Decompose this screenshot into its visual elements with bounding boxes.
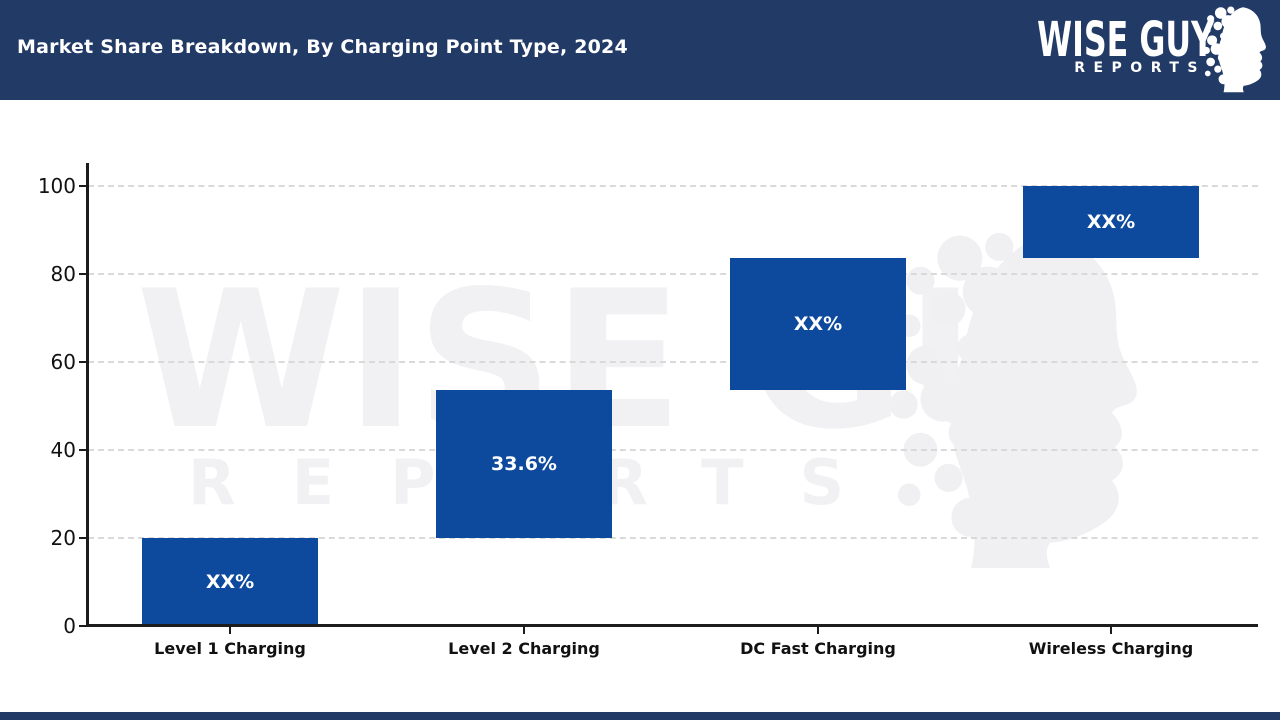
page-title: Market Share Breakdown, By Charging Poin…	[17, 36, 628, 58]
bar-value-label: XX%	[205, 571, 255, 593]
x-category-label: Level 1 Charging	[154, 639, 306, 658]
x-axis-line	[86, 624, 1258, 627]
x-category-label: Wireless Charging	[1028, 639, 1194, 658]
y-tick-label: 60	[50, 350, 76, 374]
brand-subtitle: REPORTS	[1074, 60, 1206, 76]
x-tick-mark	[1110, 627, 1112, 634]
x-tick-mark	[229, 627, 231, 634]
watermark-head-icon	[889, 232, 1137, 568]
x-tick-mark	[817, 627, 819, 634]
bar-4: XX%	[1023, 186, 1199, 259]
x-category-label: DC Fast Charging	[740, 639, 896, 658]
gridline	[88, 537, 1258, 539]
bar-1: XX%	[142, 538, 318, 626]
y-tick-mark	[79, 537, 88, 539]
y-tick-mark	[79, 361, 88, 363]
gridline	[88, 273, 1258, 275]
y-tick-mark	[79, 449, 88, 451]
header-band: Market Share Breakdown, By Charging Poin…	[0, 0, 1280, 100]
bar-value-label: 33.6%	[491, 453, 557, 476]
y-tick-mark	[79, 273, 88, 275]
bar-value-label: XX%	[1086, 211, 1136, 234]
y-tick-label: 20	[50, 526, 76, 550]
gridline	[88, 361, 1258, 363]
bar-value-label: XX%	[793, 313, 843, 336]
x-category-label: Level 2 Charging	[448, 639, 600, 658]
y-tick-label: 100	[37, 174, 76, 198]
y-axis-line	[86, 163, 89, 627]
footer-band	[0, 712, 1280, 720]
y-tick-label: 40	[50, 438, 76, 462]
x-tick-mark	[523, 627, 525, 634]
y-tick-label: 80	[50, 262, 76, 286]
gridline	[88, 185, 1258, 187]
brand-wordmark: WISE GUY	[1037, 12, 1214, 68]
y-tick-label: 0	[63, 614, 76, 638]
y-tick-mark	[79, 185, 88, 187]
gridline	[88, 449, 1258, 451]
bar-3: XX%	[730, 258, 906, 391]
y-tick-mark	[79, 625, 88, 627]
bar-2: 33.6%	[436, 390, 612, 538]
brand-head-icon	[1202, 6, 1266, 93]
